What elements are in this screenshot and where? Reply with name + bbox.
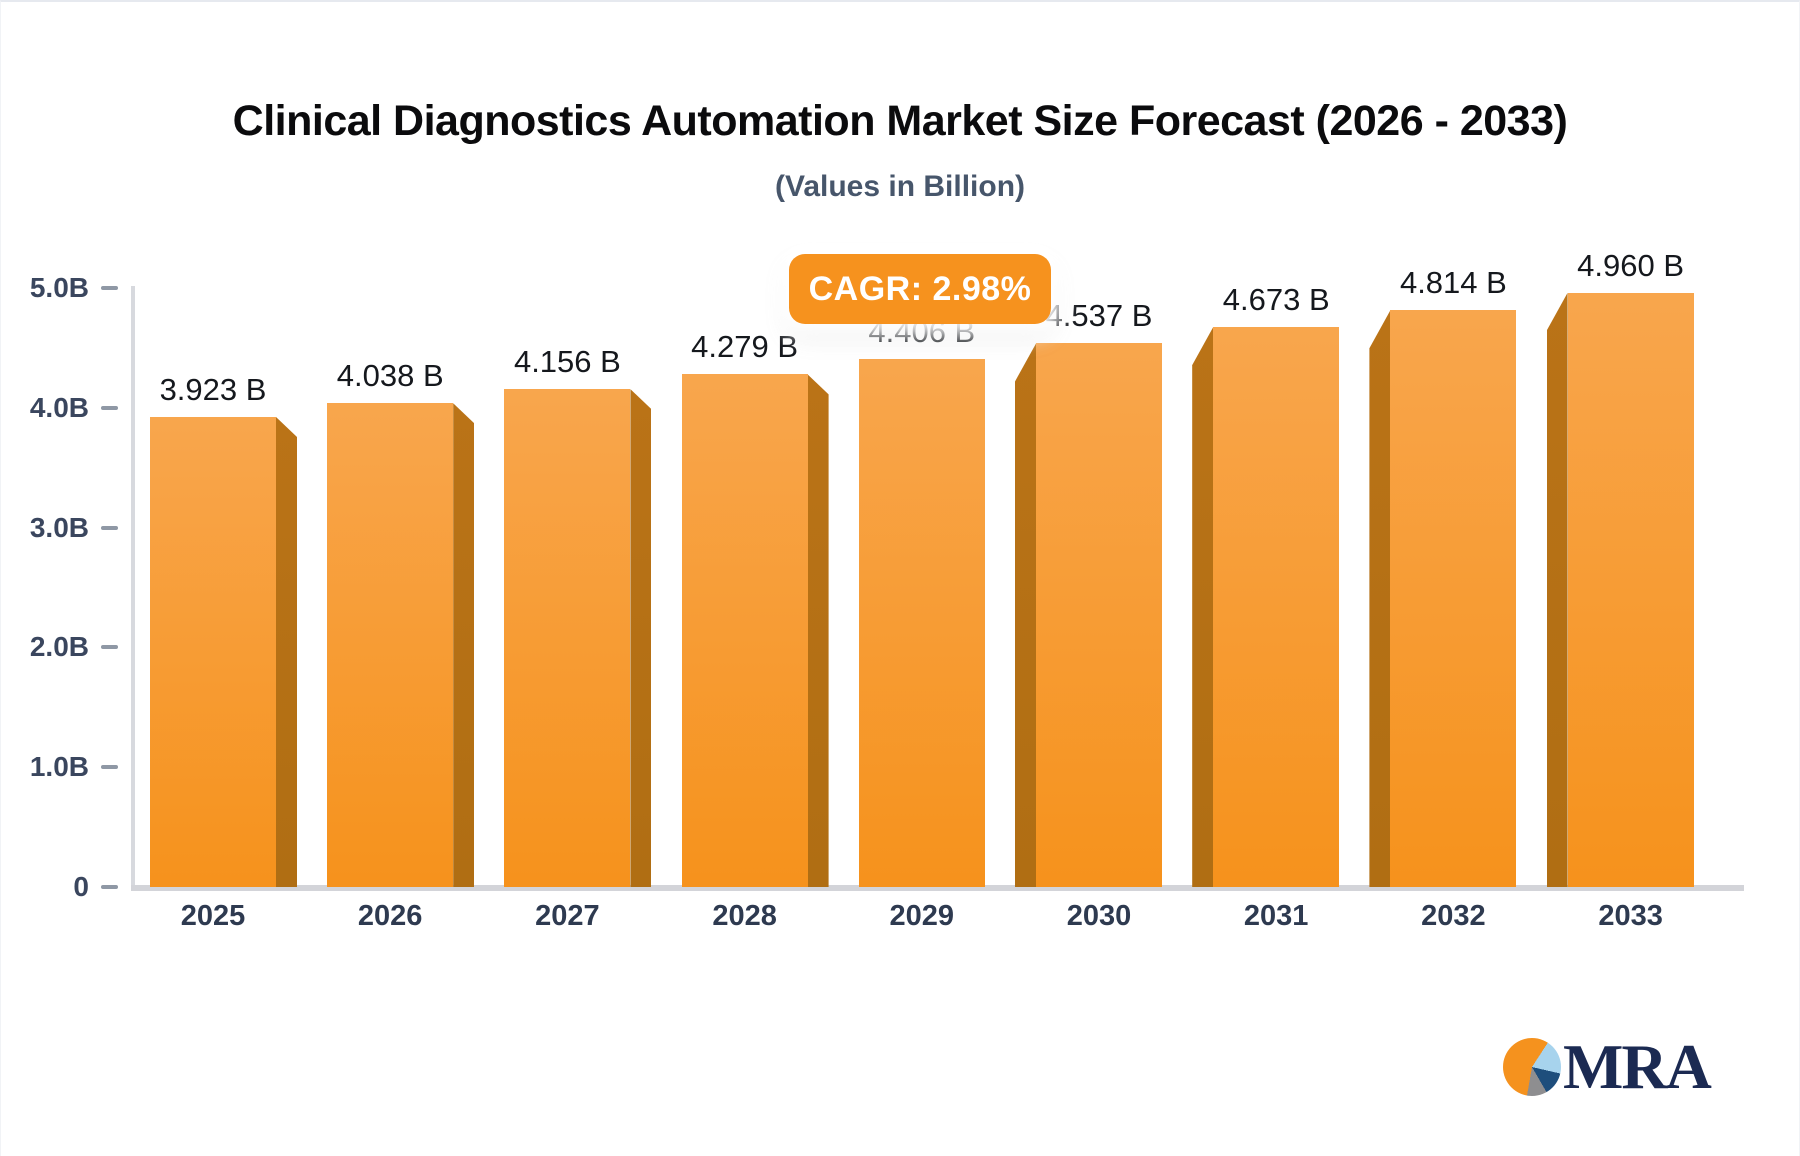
- mra-logo: MRA: [1503, 1031, 1712, 1102]
- x-axis-label-2033: 2033: [1598, 900, 1663, 932]
- bar-2029: [858, 359, 985, 887]
- x-axis-label-2028: 2028: [712, 900, 777, 932]
- bar-value-label: 4.960 B: [1577, 247, 1685, 283]
- bar-2026: [327, 403, 454, 887]
- x-axis-label-2026: 2026: [357, 900, 423, 932]
- bar-2032-side: [1369, 310, 1391, 887]
- x-axis-label-2029: 2029: [889, 900, 955, 932]
- x-axis-label-2030: 2030: [1066, 900, 1132, 932]
- bar-value-label: 4.156 B: [513, 344, 621, 380]
- x-axis-line: [131, 885, 1744, 891]
- bar-value-label: 4.673 B: [1222, 282, 1330, 318]
- y-tick-mark: [101, 885, 118, 889]
- y-tick-mark: [101, 286, 118, 290]
- x-axis-label-2025: 2025: [180, 900, 246, 932]
- bar-2032: [1390, 310, 1517, 887]
- bar-2027-side: [630, 389, 652, 887]
- bar-2028: [681, 374, 808, 887]
- chart-title: Clinical Diagnostics Automation Market S…: [232, 97, 1568, 145]
- y-tick-label: 5.0B: [29, 272, 89, 303]
- bar-value-label: 4.537 B: [1045, 298, 1153, 334]
- y-tick-label: 0: [73, 871, 89, 902]
- y-tick-mark: [101, 645, 118, 650]
- bar-value-label: 3.923 B: [159, 372, 267, 408]
- bar-value-label: 4.279 B: [691, 329, 799, 365]
- y-tick-mark: [101, 525, 118, 530]
- bar-2025: [150, 417, 276, 887]
- bar-2031: [1213, 327, 1340, 887]
- x-axis-label-2032: 2032: [1421, 900, 1486, 932]
- x-axis-label-2031: 2031: [1243, 900, 1309, 932]
- bar-2025-side: [276, 417, 297, 887]
- logo-text: MRA: [1563, 1031, 1712, 1102]
- bar-2030: [1036, 343, 1162, 887]
- bar-2033: [1567, 292, 1694, 887]
- y-tick-label: 3.0B: [29, 511, 89, 543]
- bar-2026-side: [453, 403, 475, 887]
- y-tick-label: 4.0B: [29, 391, 89, 423]
- y-tick-label: 2.0B: [29, 631, 89, 663]
- bar-2027: [504, 389, 631, 887]
- cagr-badge: CAGR: 2.98%: [789, 254, 1051, 324]
- pie-chart-logo-icon: [1503, 1038, 1561, 1096]
- y-tick-mark: [101, 405, 118, 410]
- bar-2030-side: [1015, 343, 1036, 887]
- x-axis-label-2027: 2027: [535, 900, 600, 932]
- y-tick-label: 1.0B: [29, 751, 89, 783]
- y-tick-mark: [101, 765, 118, 770]
- y-axis-line: [131, 286, 135, 890]
- chart-subtitle: (Values in Billion): [774, 170, 1026, 203]
- bar-2028-side: [807, 374, 829, 887]
- bar-value-label: 4.814 B: [1399, 265, 1507, 301]
- bar-2033-side: [1546, 292, 1568, 887]
- bar-2031-side: [1192, 327, 1214, 887]
- bar-value-label: 4.038 B: [336, 358, 444, 394]
